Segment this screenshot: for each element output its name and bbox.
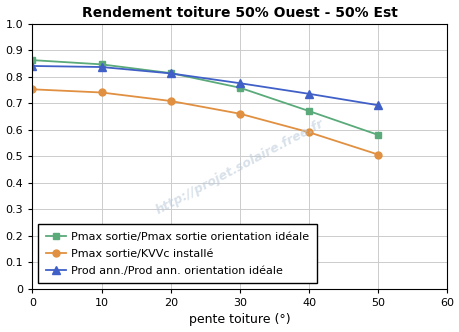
Text: http://projet.solaire.free.fr: http://projet.solaire.free.fr: [153, 117, 325, 217]
Legend: Pmax sortie/Pmax sortie orientation idéale, Pmax sortie/KVVc installé, Prod ann.: Pmax sortie/Pmax sortie orientation idéa…: [38, 224, 316, 283]
Pmax sortie/KVVc installé: [236, 112, 242, 116]
Pmax sortie/Pmax sortie orientation idéale: [168, 71, 173, 75]
Prod ann./Prod ann. orientation idéale: [99, 65, 104, 69]
Prod ann./Prod ann. orientation idéale: [236, 81, 242, 85]
Line: Pmax sortie/KVVc installé: Pmax sortie/KVVc installé: [29, 86, 381, 158]
X-axis label: pente toiture (°): pente toiture (°): [189, 313, 290, 326]
Title: Rendement toiture 50% Ouest - 50% Est: Rendement toiture 50% Ouest - 50% Est: [82, 6, 397, 20]
Pmax sortie/KVVc installé: [306, 130, 311, 134]
Pmax sortie/KVVc installé: [29, 87, 35, 91]
Prod ann./Prod ann. orientation idéale: [168, 71, 173, 75]
Pmax sortie/Pmax sortie orientation idéale: [29, 58, 35, 62]
Pmax sortie/Pmax sortie orientation idéale: [375, 133, 380, 137]
Pmax sortie/Pmax sortie orientation idéale: [99, 62, 104, 66]
Pmax sortie/Pmax sortie orientation idéale: [236, 86, 242, 90]
Pmax sortie/KVVc installé: [168, 99, 173, 103]
Prod ann./Prod ann. orientation idéale: [306, 92, 311, 96]
Prod ann./Prod ann. orientation idéale: [375, 103, 380, 107]
Line: Prod ann./Prod ann. orientation idéale: Prod ann./Prod ann. orientation idéale: [28, 62, 381, 110]
Pmax sortie/KVVc installé: [99, 91, 104, 95]
Prod ann./Prod ann. orientation idéale: [29, 64, 35, 68]
Pmax sortie/KVVc installé: [375, 153, 380, 157]
Pmax sortie/Pmax sortie orientation idéale: [306, 109, 311, 113]
Line: Pmax sortie/Pmax sortie orientation idéale: Pmax sortie/Pmax sortie orientation idéa…: [29, 57, 381, 138]
